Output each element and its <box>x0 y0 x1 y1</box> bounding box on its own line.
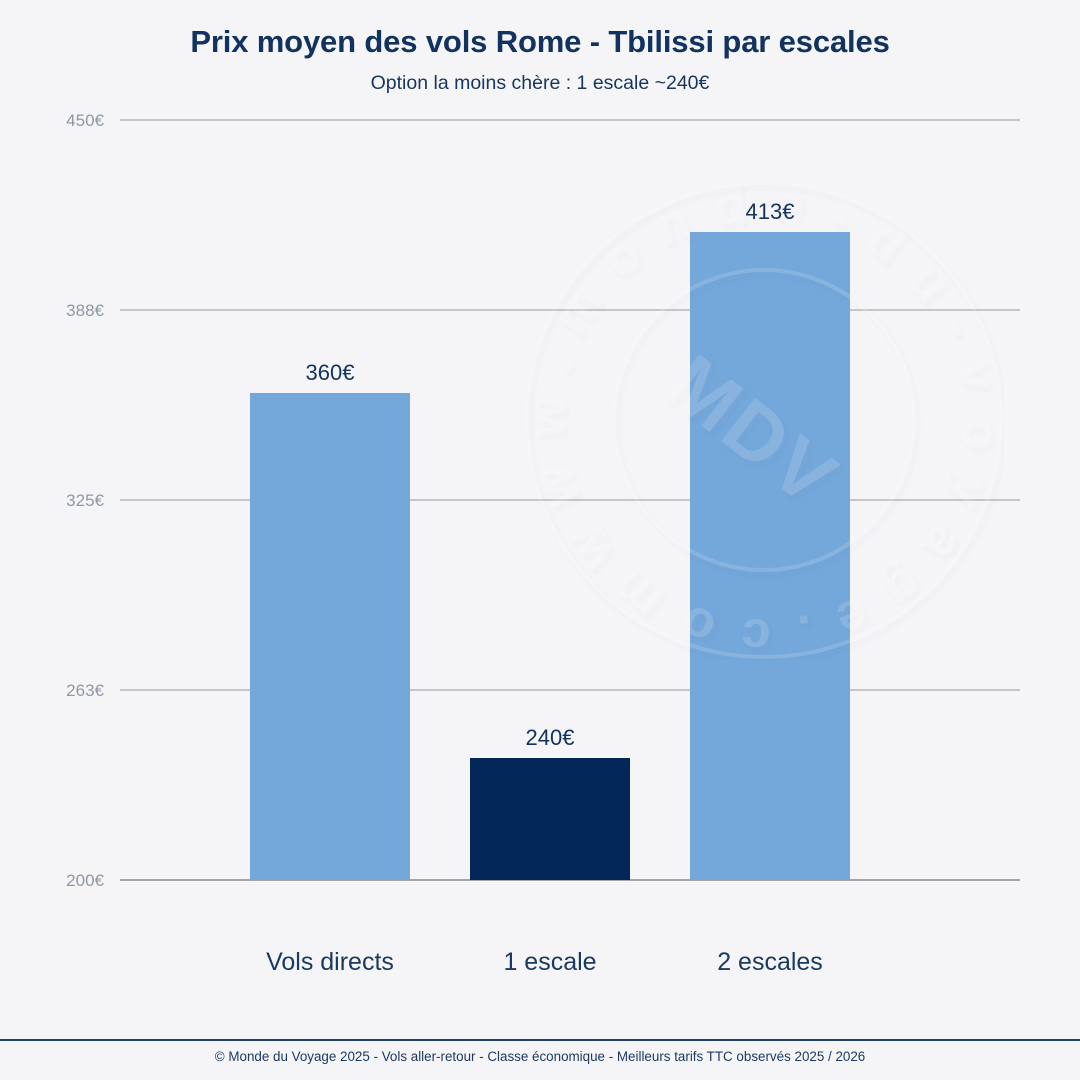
svg-text:MDV: MDV <box>651 338 855 525</box>
